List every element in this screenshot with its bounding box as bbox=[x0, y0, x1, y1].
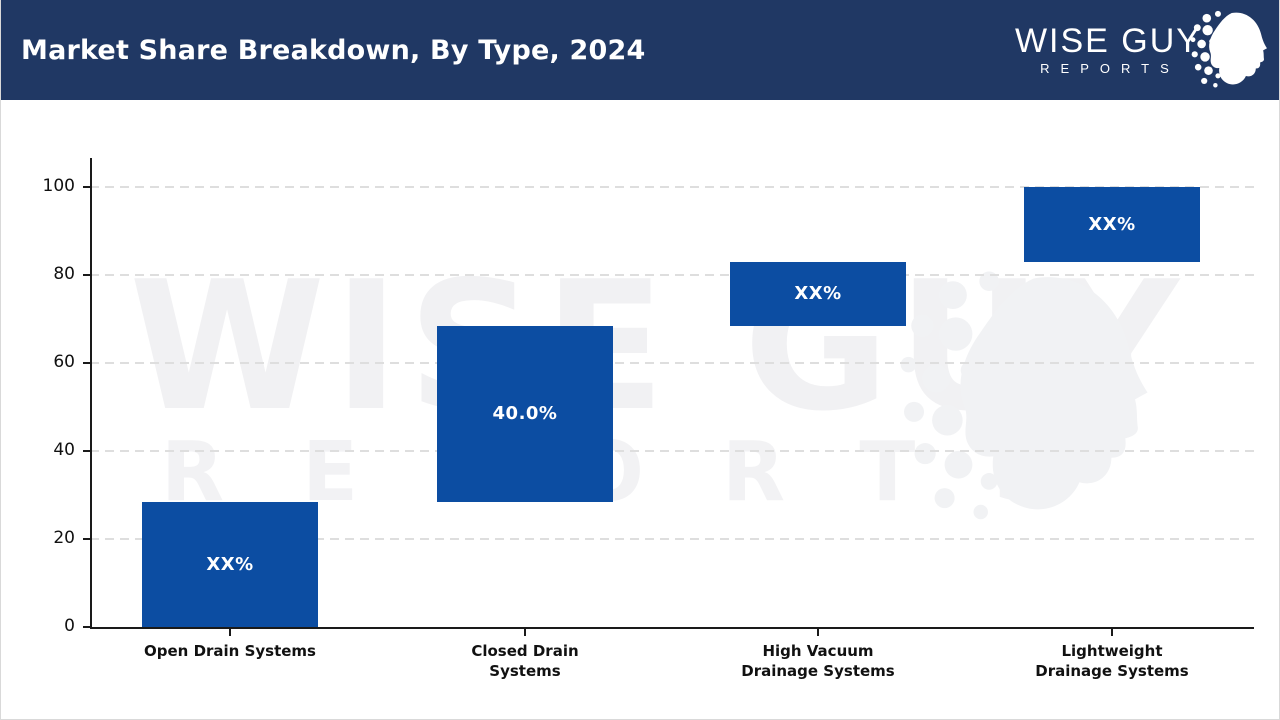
y-axis-line bbox=[90, 158, 92, 629]
gridline bbox=[90, 450, 1254, 452]
y-axis-tick bbox=[83, 186, 90, 188]
x-axis-category-label-line: High Vacuum bbox=[762, 642, 874, 660]
x-axis-category-label-line: Drainage Systems bbox=[1035, 662, 1189, 680]
brand-logo: WISE GUY REPORTS bbox=[1015, 0, 1273, 100]
gridline bbox=[90, 274, 1254, 276]
x-axis-tick bbox=[817, 629, 819, 636]
x-axis-category-label: High Vacuum Drainage Systems bbox=[658, 641, 978, 681]
y-axis-tick-label: 100 bbox=[42, 176, 75, 196]
gridline bbox=[90, 362, 1254, 364]
x-axis-category-label: Closed Drain Systems bbox=[365, 641, 685, 681]
x-axis-category-label-line: Systems bbox=[489, 662, 561, 680]
y-axis-tick bbox=[83, 538, 90, 540]
y-axis-tick-label: 40 bbox=[53, 440, 75, 460]
x-axis-line bbox=[90, 627, 1254, 629]
x-axis-tick bbox=[524, 629, 526, 636]
y-axis-tick-label: 0 bbox=[64, 616, 75, 636]
y-axis-tick-label: 20 bbox=[53, 528, 75, 548]
bar-segment: XX% bbox=[142, 501, 318, 627]
y-axis-tick bbox=[83, 362, 90, 364]
bar-value-label: 40.0% bbox=[492, 403, 558, 425]
x-axis-category-label-line: Drainage Systems bbox=[741, 662, 895, 680]
gridline bbox=[90, 186, 1254, 188]
bar-value-label: XX% bbox=[206, 553, 254, 575]
logo-text: WISE GUY REPORTS bbox=[1015, 24, 1201, 76]
bar-segment: XX% bbox=[730, 261, 906, 326]
y-axis-tick bbox=[83, 450, 90, 452]
y-axis-tick-label: 80 bbox=[53, 264, 75, 284]
y-axis-tick bbox=[83, 274, 90, 276]
bar-value-label: XX% bbox=[794, 283, 842, 305]
gridline bbox=[90, 538, 1254, 540]
x-axis-category-label: Lightweight Drainage Systems bbox=[952, 641, 1272, 681]
logo-subtitle: REPORTS bbox=[1040, 61, 1180, 76]
bar-value-label: XX% bbox=[1088, 213, 1136, 235]
x-axis-tick bbox=[229, 629, 231, 636]
x-axis-category-label-line: Lightweight bbox=[1061, 642, 1163, 660]
header: Market Share Breakdown, By Type, 2024 WI… bbox=[1, 0, 1279, 100]
x-axis-category-label-line: Open Drain Systems bbox=[144, 642, 316, 660]
bar-segment: XX% bbox=[1024, 187, 1200, 262]
watermark-head-icon bbox=[900, 271, 1148, 520]
x-axis-category-label: Open Drain Systems bbox=[70, 641, 390, 661]
y-axis-tick bbox=[83, 626, 90, 628]
x-axis-tick bbox=[1111, 629, 1113, 636]
x-axis-category-label-line: Closed Drain bbox=[471, 642, 579, 660]
logo-wordmark: WISE GUY bbox=[1014, 22, 1201, 60]
chart-title: Market Share Breakdown, By Type, 2024 bbox=[21, 34, 646, 66]
y-axis-tick-label: 60 bbox=[53, 352, 75, 372]
bar-segment: 40.0% bbox=[437, 325, 613, 502]
